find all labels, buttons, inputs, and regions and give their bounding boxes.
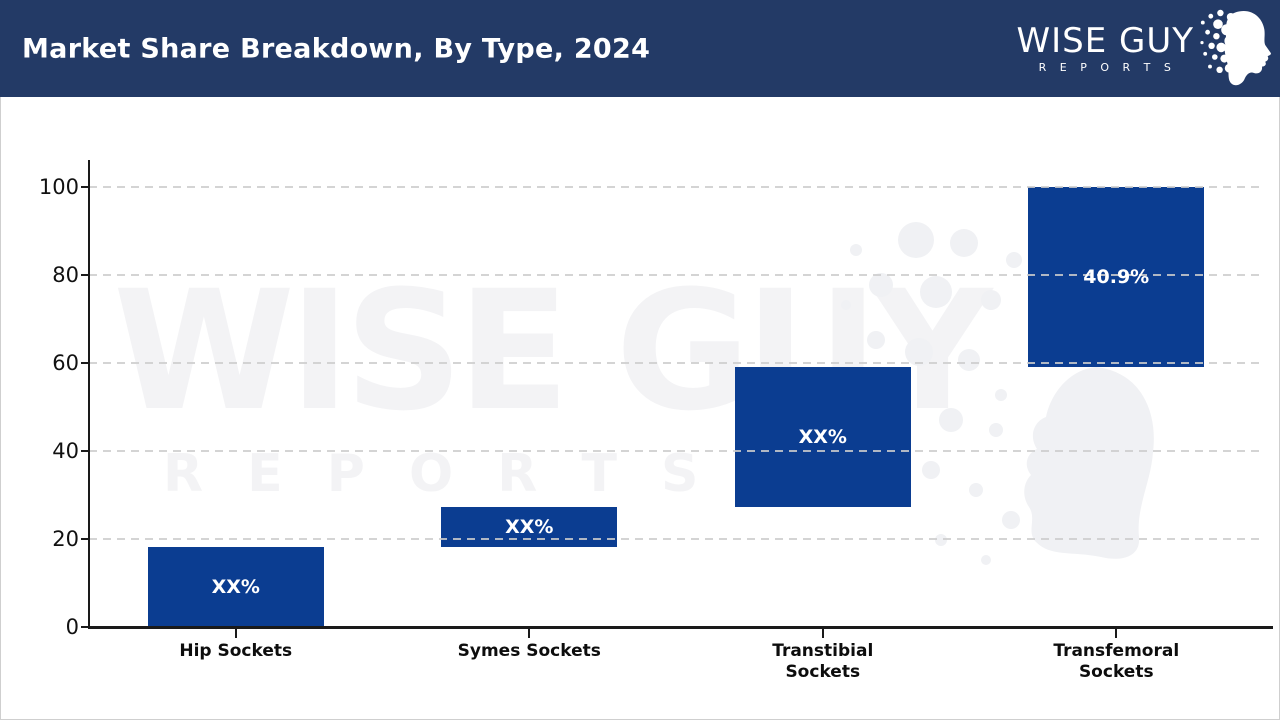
bar-transtibial-sockets <box>734 366 911 507</box>
watermark-subtitle: R E P O R T S <box>163 444 712 504</box>
logo-wordmark: WISE GUY <box>1016 20 1194 61</box>
y-tick-label-60: 60 <box>52 351 79 375</box>
bar-symes-sockets <box>441 506 618 547</box>
bar-value-label-hip-sockets: XX% <box>211 575 260 598</box>
gridline-80 <box>89 274 1263 276</box>
bar-value-label-transtibial-sockets: XX% <box>798 425 847 448</box>
y-tick-mark-60 <box>81 362 89 364</box>
chart-area: WISE GUY R E P O R T S 0 20 40 60 80 100 XX% Hi… <box>0 97 1280 720</box>
gridline-20 <box>89 538 1263 540</box>
bar-hip-sockets <box>147 546 324 627</box>
x-axis-line <box>88 626 1273 629</box>
y-tick-label-80: 80 <box>52 263 79 287</box>
y-tick-mark-0 <box>81 626 89 628</box>
bar-transfemoral-sockets <box>1028 187 1205 367</box>
chart-title: Market Share Breakdown, By Type, 2024 <box>22 33 651 64</box>
y-tick-label-100: 100 <box>38 175 79 199</box>
bar-value-label-transfemoral-sockets: 40.9% <box>1083 265 1150 288</box>
y-tick-mark-20 <box>81 538 89 540</box>
logo-subtitle: R E P O R T S <box>1038 61 1176 75</box>
x-tick-mark-symes-sockets <box>528 629 531 638</box>
y-tick-label-20: 20 <box>52 527 79 551</box>
x-category-label-transtibial-sockets: Transtibial Sockets <box>772 641 874 683</box>
y-tick-mark-80 <box>81 274 89 276</box>
gridline-100 <box>89 186 1263 188</box>
y-axis-line <box>88 160 90 628</box>
x-tick-mark-transfemoral-sockets <box>1115 629 1118 638</box>
y-tick-label-40: 40 <box>52 439 79 463</box>
x-category-label-symes-sockets: Symes Sockets <box>457 641 601 661</box>
x-tick-mark-transtibial-sockets <box>821 629 824 638</box>
header-bar: Market Share Breakdown, By Type, 2024 WI… <box>0 0 1280 97</box>
watermark-head-dots <box>841 222 1154 565</box>
x-tick-mark-hip-sockets <box>234 629 237 638</box>
bar-value-label-symes-sockets: XX% <box>505 515 554 538</box>
y-tick-label-0: 0 <box>65 615 79 639</box>
x-category-label-hip-sockets: Hip Sockets <box>179 641 293 661</box>
wiseguy-logo: WISE GUY R E P O R T S <box>1016 4 1274 94</box>
y-tick-mark-100 <box>81 186 89 188</box>
gridline-40 <box>89 450 1263 452</box>
logo-text: WISE GUY R E P O R T S <box>1016 20 1194 75</box>
y-tick-mark-40 <box>81 450 89 452</box>
x-category-label-transfemoral-sockets: Transfemoral Sockets <box>1053 641 1180 683</box>
gridline-60 <box>89 362 1263 364</box>
wiseguy-head-icon <box>1200 9 1271 86</box>
